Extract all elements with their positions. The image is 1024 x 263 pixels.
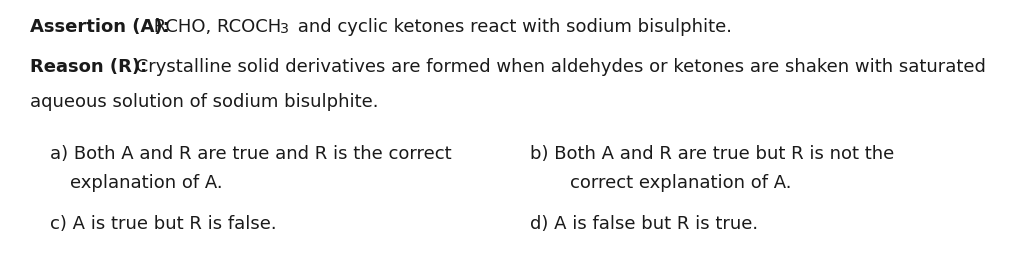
Text: RCHO, RCOCH: RCHO, RCOCH <box>148 18 282 36</box>
Text: Crystalline solid derivatives are formed when aldehydes or ketones are shaken wi: Crystalline solid derivatives are formed… <box>130 58 986 76</box>
Text: explanation of A.: explanation of A. <box>70 174 222 192</box>
Text: correct explanation of A.: correct explanation of A. <box>570 174 792 192</box>
Text: b) Both A and R are true but R is not the: b) Both A and R are true but R is not th… <box>530 145 894 163</box>
Text: aqueous solution of sodium bisulphite.: aqueous solution of sodium bisulphite. <box>30 93 379 111</box>
Text: c) A is true but R is false.: c) A is true but R is false. <box>50 215 276 233</box>
Text: Assertion (A):: Assertion (A): <box>30 18 170 36</box>
Text: 3: 3 <box>280 22 289 36</box>
Text: a) Both A and R are true and R is the correct: a) Both A and R are true and R is the co… <box>50 145 452 163</box>
Text: d) A is false but R is true.: d) A is false but R is true. <box>530 215 758 233</box>
Text: Reason (R):: Reason (R): <box>30 58 147 76</box>
Text: and cyclic ketones react with sodium bisulphite.: and cyclic ketones react with sodium bis… <box>292 18 732 36</box>
